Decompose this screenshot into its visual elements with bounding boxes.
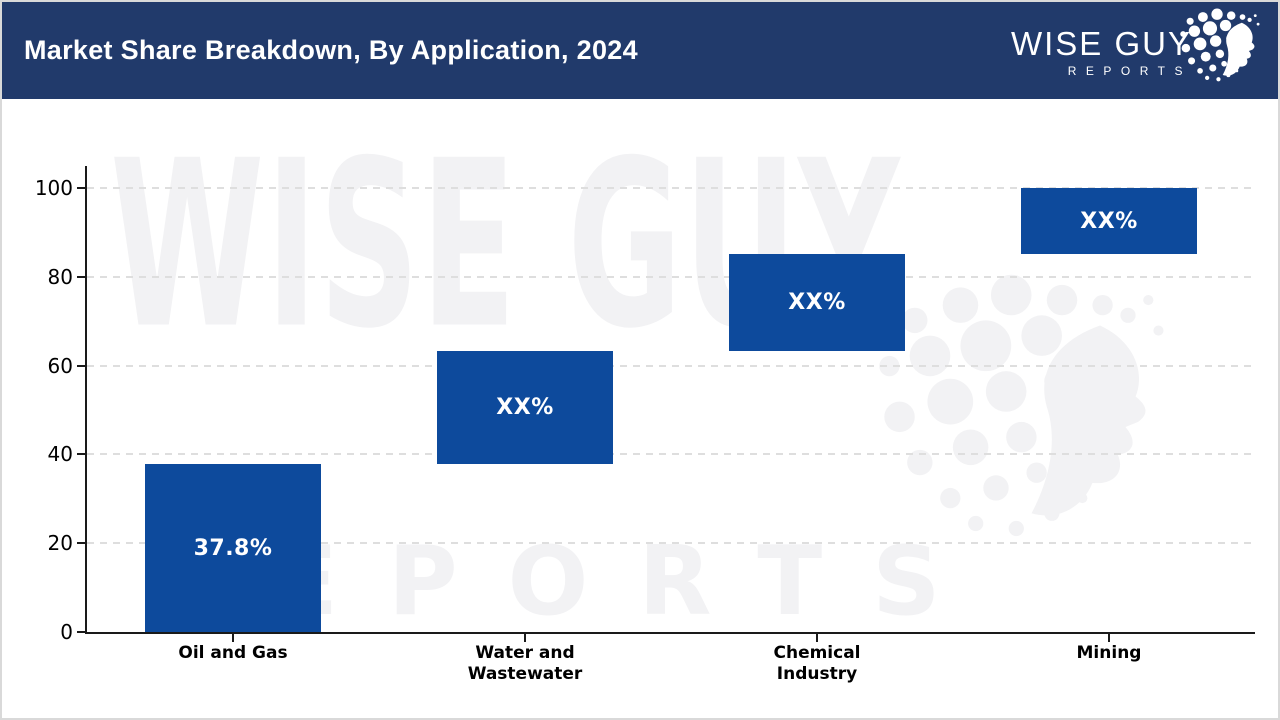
logo-face-icon — [1180, 8, 1260, 82]
bar-value-label: XX% — [1080, 208, 1138, 234]
bar-value-label: 37.8% — [193, 535, 273, 561]
brand-logo: WISE GUY REPORTS — [1011, 8, 1268, 94]
y-tick — [77, 453, 85, 456]
y-tick — [77, 275, 85, 278]
x-category-label: Chemical Industry — [773, 643, 861, 684]
logo-wordmark-line1: WISE GUY — [1010, 24, 1192, 62]
y-tick-label: 60 — [47, 353, 73, 378]
gridline-100 — [87, 187, 1255, 190]
bar-value-label: XX% — [788, 289, 846, 315]
y-axis-line — [85, 166, 87, 634]
page-title: Market Share Breakdown, By Application, … — [24, 35, 638, 65]
gridline-80 — [87, 275, 1255, 278]
y-tick — [77, 364, 85, 367]
gridline-20 — [87, 542, 1255, 545]
x-tick — [1108, 634, 1110, 642]
bar-segment: XX% — [729, 253, 905, 351]
y-tick-label: 20 — [47, 531, 73, 556]
x-tick — [524, 634, 526, 642]
header-bar: Market Share Breakdown, By Application, … — [2, 2, 1278, 99]
logo-wordmark: WISE GUY REPORTS — [1011, 25, 1192, 78]
bar-segment: XX% — [1021, 188, 1197, 254]
bar-segment: XX% — [437, 350, 613, 465]
x-tick — [816, 634, 818, 642]
y-tick-label: 80 — [47, 264, 73, 289]
bar-segment: 37.8% — [145, 464, 321, 632]
x-category-label: Oil and Gas — [178, 643, 288, 663]
x-axis-line — [85, 632, 1255, 634]
waterfall-chart: 0 20 40 60 80 100 37.8% Oil and Gas XX% Water and… — [35, 166, 1255, 684]
y-tick-label: 0 — [60, 620, 73, 644]
y-tick — [77, 631, 85, 633]
y-tick — [77, 187, 85, 190]
bar-value-label: XX% — [496, 394, 554, 420]
x-category-label: Mining — [1076, 643, 1142, 663]
gridline-40 — [87, 453, 1255, 456]
x-tick — [232, 634, 234, 642]
gridline-60 — [87, 364, 1255, 367]
x-category-label: Water and Wastewater — [467, 643, 583, 684]
logo-wordmark-line2: REPORTS — [1067, 63, 1192, 78]
y-tick-label: 100 — [34, 176, 73, 201]
y-tick-label: 40 — [47, 442, 73, 467]
y-tick — [77, 542, 85, 545]
